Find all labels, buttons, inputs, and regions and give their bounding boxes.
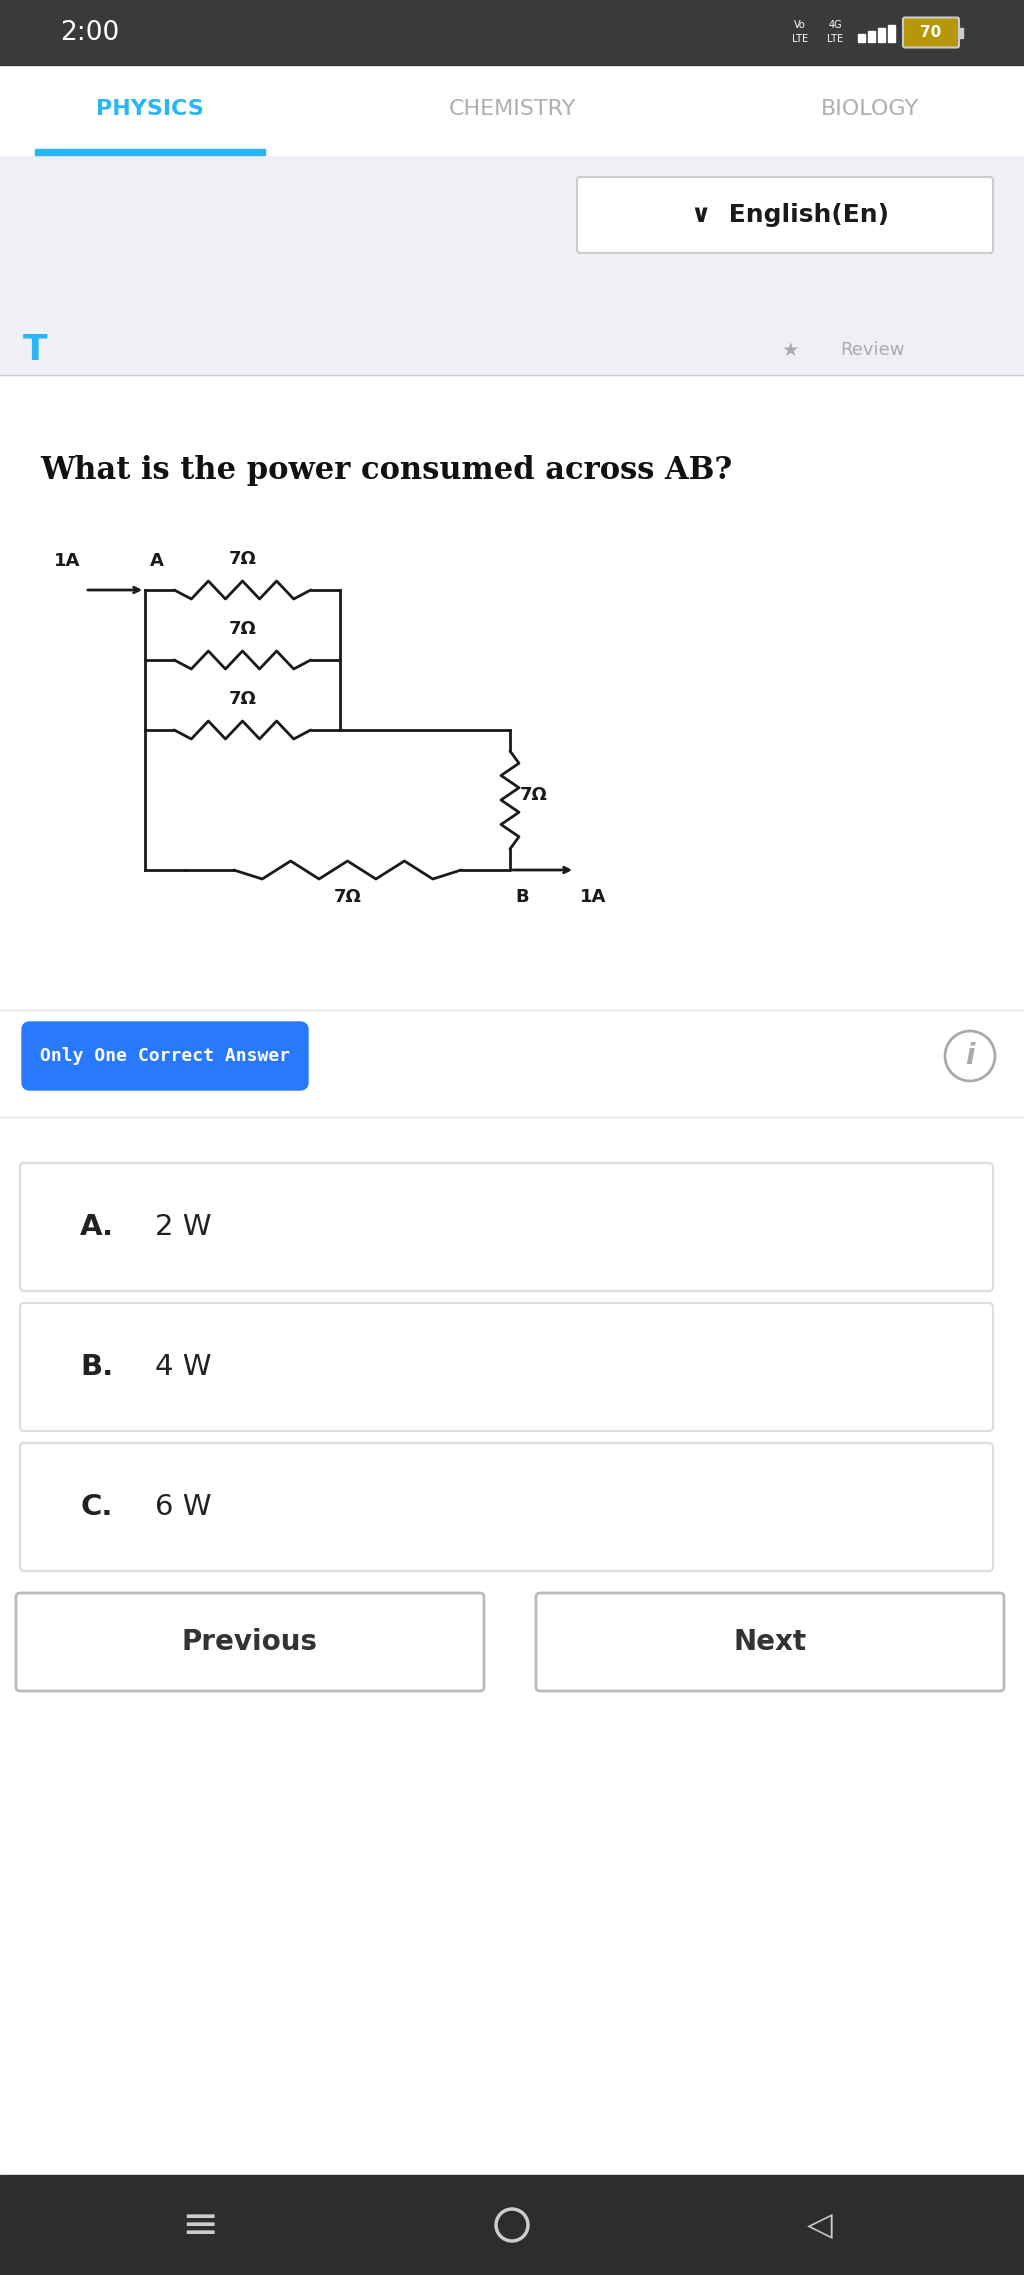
- Text: 2:00: 2:00: [60, 20, 120, 46]
- Bar: [858, 34, 865, 41]
- Text: 7Ω: 7Ω: [228, 689, 256, 708]
- Bar: [0, 375, 1024, 2275]
- Text: BIOLOGY: BIOLOGY: [821, 100, 920, 118]
- Text: 2 W: 2 W: [155, 1213, 212, 1240]
- Text: Vo: Vo: [795, 20, 806, 30]
- Text: 7Ω: 7Ω: [334, 887, 361, 905]
- Bar: [0, 66, 1024, 155]
- Text: 1A: 1A: [53, 553, 80, 571]
- Text: LTE: LTE: [792, 34, 808, 46]
- Bar: [0, 155, 1024, 325]
- Text: 7Ω: 7Ω: [228, 551, 256, 569]
- Text: 7Ω: 7Ω: [228, 621, 256, 637]
- Text: PHYSICS: PHYSICS: [96, 100, 204, 118]
- FancyBboxPatch shape: [20, 1442, 993, 1572]
- Text: i: i: [966, 1042, 975, 1069]
- Text: A.: A.: [80, 1213, 114, 1240]
- Text: Previous: Previous: [182, 1629, 318, 1656]
- Text: A: A: [150, 553, 164, 571]
- FancyBboxPatch shape: [20, 1163, 993, 1290]
- Text: ★: ★: [781, 341, 799, 359]
- Text: LTE: LTE: [827, 34, 843, 46]
- FancyBboxPatch shape: [536, 1592, 1004, 1690]
- Text: T: T: [23, 332, 47, 366]
- Bar: [20, 1313, 24, 1422]
- Bar: [888, 25, 895, 41]
- FancyBboxPatch shape: [903, 18, 959, 48]
- FancyBboxPatch shape: [20, 1304, 993, 1431]
- Text: Only One Correct Answer: Only One Correct Answer: [40, 1046, 290, 1065]
- Text: Review: Review: [840, 341, 904, 359]
- Text: Next: Next: [733, 1629, 807, 1656]
- Text: 6 W: 6 W: [155, 1492, 212, 1522]
- Bar: [35, 148, 265, 155]
- Bar: [0, 325, 1024, 375]
- Bar: [878, 27, 885, 41]
- Text: B: B: [515, 887, 528, 905]
- Text: 70: 70: [921, 25, 942, 41]
- Text: 4 W: 4 W: [155, 1354, 212, 1381]
- Bar: [959, 27, 963, 36]
- Text: C.: C.: [80, 1492, 113, 1522]
- Bar: [868, 30, 874, 41]
- Bar: [0, 0, 1024, 66]
- Bar: [0, 2175, 1024, 2275]
- Text: 7Ω: 7Ω: [520, 785, 548, 803]
- Text: What is the power consumed across AB?: What is the power consumed across AB?: [40, 455, 732, 487]
- Text: B.: B.: [80, 1354, 114, 1381]
- Text: 4G: 4G: [828, 20, 842, 30]
- Text: ≡: ≡: [181, 2204, 219, 2245]
- FancyBboxPatch shape: [577, 177, 993, 253]
- Text: ◁: ◁: [807, 2209, 833, 2241]
- Text: 1A: 1A: [580, 887, 606, 905]
- Bar: [20, 1451, 24, 1563]
- FancyBboxPatch shape: [16, 1592, 484, 1690]
- Text: CHEMISTRY: CHEMISTRY: [449, 100, 575, 118]
- Text: ∨  English(En): ∨ English(En): [691, 202, 889, 228]
- FancyBboxPatch shape: [22, 1021, 308, 1090]
- Bar: [20, 1172, 24, 1283]
